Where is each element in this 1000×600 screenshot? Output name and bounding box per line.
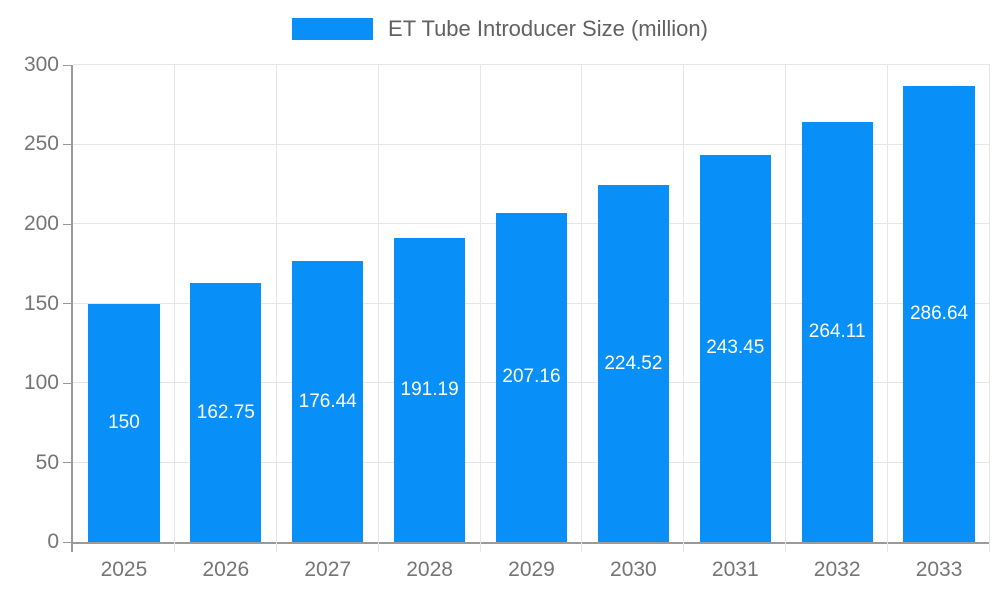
gridline-vertical (377, 65, 379, 552)
bar-value-label: 150 (108, 411, 140, 433)
y-axis-tick-label: 50 (35, 450, 59, 474)
gridline-vertical (683, 65, 685, 552)
bar-value-label: 176.44 (298, 390, 357, 412)
bar-value-label: 264.11 (808, 321, 866, 343)
x-axis-tick-label: 2028 (406, 558, 453, 581)
bar-2026[interactable]: 162.75 (190, 283, 262, 542)
x-axis-tick-label: 2032 (813, 558, 861, 581)
bar-value-label: 286.64 (909, 303, 969, 325)
y-axis-tick-label: 0 (47, 530, 59, 553)
gridline-horizontal (73, 64, 990, 65)
bar-2031[interactable]: 243.45 (699, 154, 771, 542)
y-axis-tick (63, 144, 71, 145)
y-axis-tick (63, 462, 71, 464)
bar-2030[interactable]: 224.52 (597, 185, 670, 542)
x-axis-tick-label: 2031 (711, 558, 759, 581)
gridline-horizontal (73, 143, 990, 145)
y-axis-tick-label: 250 (23, 132, 59, 156)
bar-2029[interactable]: 207.16 (495, 212, 568, 542)
gridline-vertical (785, 65, 787, 552)
bar-value-label: 162.75 (196, 401, 255, 423)
y-axis-tick-label: 200 (23, 211, 59, 235)
y-axis-tick (63, 223, 71, 225)
bar-2027[interactable]: 176.44 (292, 261, 364, 542)
gridline-vertical (887, 65, 889, 552)
x-axis-tick-label: 2025 (100, 558, 148, 581)
bar-value-label: 191.19 (400, 379, 459, 400)
y-axis-tick (63, 382, 71, 384)
y-axis-tick (63, 64, 71, 66)
x-axis-tick-label: 2026 (202, 558, 250, 581)
bar-2028[interactable]: 191.19 (393, 238, 466, 542)
bar-2033[interactable]: 286.64 (903, 86, 975, 542)
y-axis-tick (63, 303, 71, 304)
gridline-vertical (173, 65, 175, 552)
legend-label: ET Tube Introducer Size (million) (388, 16, 708, 41)
y-axis-line (71, 65, 73, 552)
x-axis-tick-label: 2029 (508, 558, 555, 581)
bar-value-label: 224.52 (604, 352, 663, 374)
x-axis-line (71, 542, 990, 544)
bar-value-label: 207.16 (502, 366, 561, 388)
x-axis-tick-label: 2027 (304, 558, 352, 581)
gridline-vertical (479, 65, 481, 552)
bar-2025[interactable]: 150 (88, 303, 160, 542)
x-axis-tick-label: 2033 (915, 558, 963, 581)
y-axis-tick-label: 300 (23, 53, 59, 76)
gridline-vertical (989, 65, 990, 552)
bar-value-label: 243.45 (706, 337, 765, 359)
legend[interactable]: ET Tube Introducer Size (million) (0, 16, 1000, 42)
y-axis-tick (63, 541, 71, 543)
plot-area: 0 50 100 150 200 250 300 150 2025 162.75 2026 176.4… (24, 53, 990, 581)
bar-2032[interactable]: 264.11 (801, 122, 873, 542)
y-axis-tick-label: 150 (23, 291, 59, 315)
gridline-vertical (275, 65, 277, 552)
y-axis-tick-label: 100 (23, 370, 59, 394)
x-axis-tick-label: 2030 (610, 558, 657, 581)
gridline-vertical (581, 65, 583, 552)
legend-swatch (292, 18, 374, 40)
